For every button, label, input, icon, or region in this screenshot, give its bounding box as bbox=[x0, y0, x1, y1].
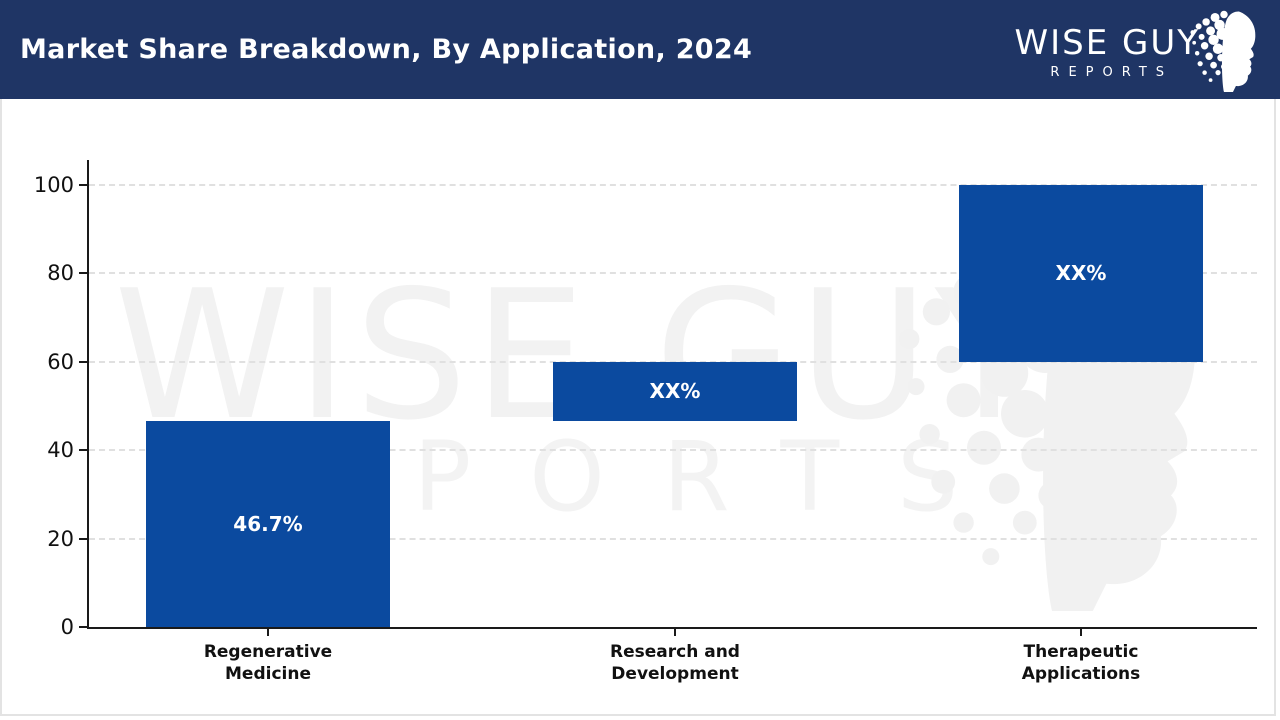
y-axis-tick-mark bbox=[79, 360, 87, 363]
x-axis-category-label: Research and Development bbox=[610, 642, 740, 685]
gridline-y-80 bbox=[89, 272, 1257, 275]
y-axis-tick-mark bbox=[79, 184, 87, 186]
bar-value-label: XX% bbox=[1055, 261, 1107, 286]
x-axis-category-label: Therapeutic Applications bbox=[1021, 642, 1141, 685]
y-axis-tick-label: 40 bbox=[47, 438, 74, 463]
y-axis-tick-mark bbox=[79, 626, 87, 628]
y-axis-tick-label: 100 bbox=[33, 173, 74, 197]
y-axis-tick-label: 80 bbox=[47, 261, 74, 286]
wise-guy-reports-logo: WISE GUY REPORTS bbox=[1014, 10, 1262, 92]
x-axis-tick-mark bbox=[267, 629, 269, 636]
x-axis-tick-mark bbox=[1080, 629, 1082, 636]
plot-area: 0 20 40 60 80 100 46.7% Regenerative Medicine XX… bbox=[34, 160, 1257, 684]
y-axis-tick-mark bbox=[79, 449, 87, 452]
logo-text: WISE GUY REPORTS bbox=[1014, 26, 1200, 79]
y-axis-tick-mark bbox=[79, 272, 87, 275]
bar-2: XX% bbox=[553, 361, 797, 421]
x-axis-category-label: Regenerative Medicine bbox=[203, 642, 333, 685]
bar-3: XX% bbox=[959, 185, 1203, 362]
y-axis-tick-label: 0 bbox=[60, 615, 74, 639]
y-axis-tick-mark bbox=[79, 537, 87, 540]
bar-value-label: XX% bbox=[649, 379, 701, 404]
header-bar: Market Share Breakdown, By Application, … bbox=[0, 0, 1280, 99]
y-axis-tick-label: 20 bbox=[47, 526, 74, 551]
logo-subtitle: REPORTS bbox=[1050, 65, 1174, 80]
page-title: Market Share Breakdown, By Application, … bbox=[20, 34, 753, 65]
logo-face-icon bbox=[1190, 10, 1256, 92]
y-axis-tick-label: 60 bbox=[47, 349, 74, 374]
gridline-y-40 bbox=[89, 449, 1257, 452]
gridline-y-20 bbox=[89, 537, 1257, 540]
gridline-y-100 bbox=[89, 184, 1257, 186]
chart-canvas: WISE GUY REPORTS 0 20 40 60 80 100 46.7% Regene… bbox=[0, 99, 1276, 716]
logo-wordmark: WISE GUY bbox=[1014, 23, 1200, 63]
bar-1: 46.7% bbox=[146, 420, 390, 627]
bar-value-label: 46.7% bbox=[233, 511, 303, 536]
x-axis-tick-mark bbox=[674, 629, 676, 636]
